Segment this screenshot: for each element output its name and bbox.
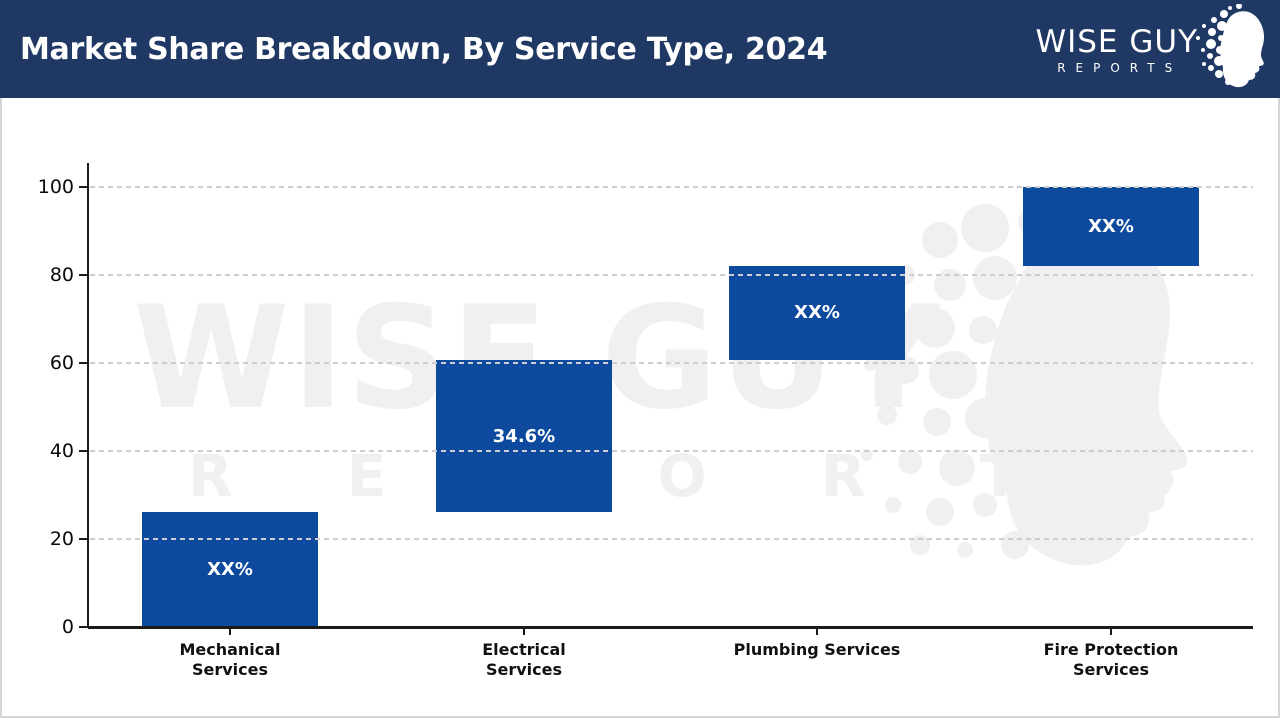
page-title: Market Share Breakdown, By Service Type,… xyxy=(20,31,828,67)
y-tick-40 xyxy=(79,450,88,452)
x-tick-plumbing-services xyxy=(816,629,818,635)
category-label-mechanical-services: Mechanical Services xyxy=(110,640,350,680)
bar-value-label: XX% xyxy=(1088,215,1134,237)
logo-face-icon xyxy=(1196,4,1265,88)
logo-subtext: REPORTS xyxy=(1057,60,1183,75)
bar-fire-protection-services: XX% xyxy=(1023,187,1199,266)
x-axis-line xyxy=(88,626,1253,629)
y-tick-label-100: 100 xyxy=(37,176,74,198)
y-tick-0 xyxy=(79,626,88,628)
gridline-80 xyxy=(90,274,1253,276)
logo-wordmark: WISE GUY xyxy=(1035,23,1198,60)
category-label-fire-protection-services: Fire Protection Services xyxy=(991,640,1231,680)
gridline-100 xyxy=(90,186,1253,188)
bar-value-label: 34.6% xyxy=(492,425,556,447)
wise-guy-logo: WISE GUY REPORTS xyxy=(1035,4,1270,94)
gridline-20 xyxy=(90,538,1253,540)
category-label-line: Plumbing Services xyxy=(733,640,901,659)
y-axis-line xyxy=(87,163,89,628)
category-label-plumbing-services: Plumbing Services xyxy=(697,640,937,660)
bar-mechanical-services: XX% xyxy=(142,512,318,627)
y-tick-label-60: 60 xyxy=(49,352,74,374)
category-label-line: Electrical xyxy=(482,640,566,659)
y-tick-label-20: 20 xyxy=(49,528,74,550)
category-label-line: Services xyxy=(191,660,269,679)
category-label-line: Services xyxy=(485,660,563,679)
y-tick-label-0: 0 xyxy=(61,616,74,638)
y-tick-80 xyxy=(79,274,88,276)
gridline-40 xyxy=(90,450,1253,452)
y-tick-100 xyxy=(79,186,88,188)
category-label-electrical-services: Electrical Services xyxy=(404,640,644,680)
category-label-line: Fire Protection xyxy=(1043,640,1179,659)
category-label-line: Services xyxy=(1072,660,1150,679)
y-tick-60 xyxy=(79,362,88,364)
x-tick-mechanical-services xyxy=(229,629,231,635)
y-tick-20 xyxy=(79,538,88,540)
x-tick-fire-protection-services xyxy=(1110,629,1112,635)
y-tick-label-80: 80 xyxy=(49,264,74,286)
y-tick-label-40: 40 xyxy=(49,440,74,462)
bar-value-label: XX% xyxy=(794,302,840,324)
category-label-line: Mechanical xyxy=(179,640,281,659)
bar-value-label: XX% xyxy=(207,559,253,581)
header: Market Share Breakdown, By Service Type,… xyxy=(0,0,1280,98)
bar-plumbing-services: XX% xyxy=(729,265,905,360)
bar-electrical-services: 34.6% xyxy=(436,359,612,513)
x-tick-electrical-services xyxy=(523,629,525,635)
logo-text: WISE GUY REPORTS xyxy=(1035,24,1198,75)
gridline-60 xyxy=(90,362,1253,364)
